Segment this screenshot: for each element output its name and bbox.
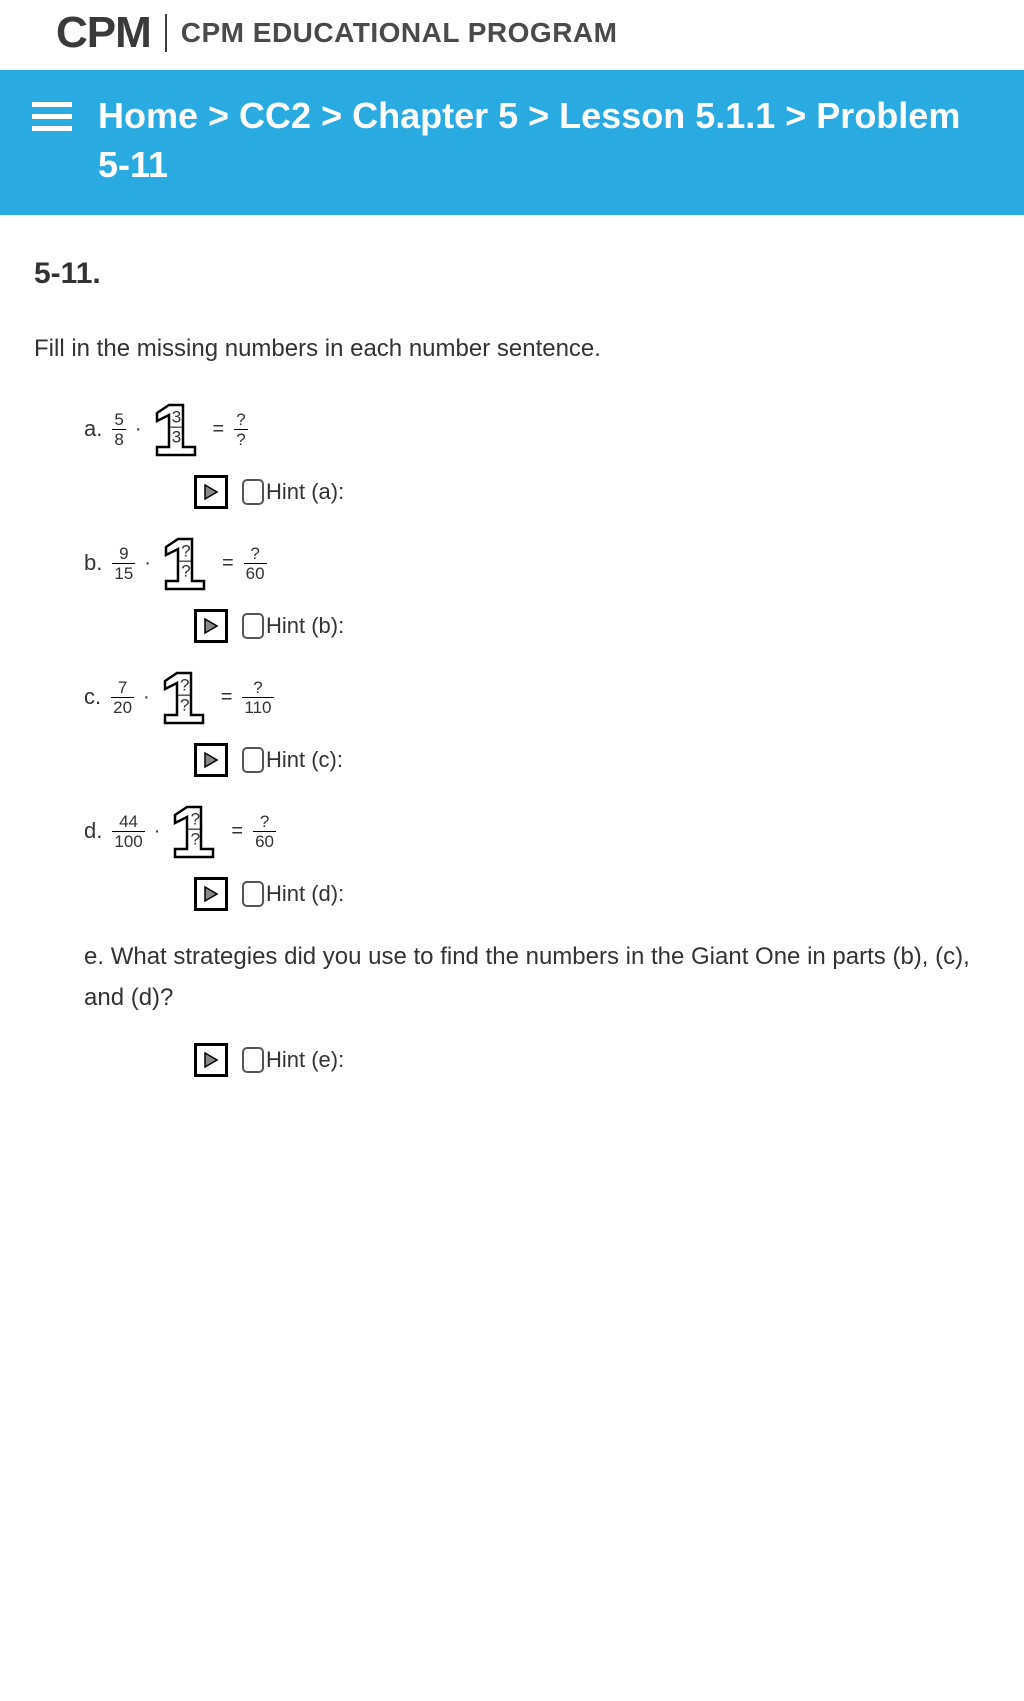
- hint-row-e: Hint (e):: [84, 1043, 990, 1077]
- giant-one-a: 3 3: [151, 401, 203, 457]
- part-c-equation: c. 7 20 · ? ? = ? 110: [84, 669, 990, 725]
- part-d-right-fraction: ? 60: [253, 813, 276, 850]
- part-a-label: a.: [84, 416, 102, 442]
- parts-list: a. 5 8 · 3 3 = ? ?: [34, 401, 990, 1077]
- instruction-text: Fill in the missing numbers in each numb…: [34, 335, 990, 363]
- giant-one-b: ? ?: [160, 535, 212, 591]
- giant-one-a-fraction: 3 3: [170, 409, 183, 446]
- part-c-right-fraction: ? 110: [242, 679, 273, 716]
- menu-icon[interactable]: [32, 102, 72, 131]
- giant-one-d-fraction: ? ?: [189, 811, 202, 848]
- equals-sign: =: [209, 418, 229, 441]
- giant-one-b-fraction: ? ?: [179, 543, 192, 580]
- part-d-label: d.: [84, 818, 102, 844]
- hint-row-d: Hint (d):: [84, 877, 990, 911]
- giant-one-c: ? ?: [159, 669, 211, 725]
- part-b-left-fraction: 9 15: [112, 545, 135, 582]
- part-e-text: e. What strategies did you use to find t…: [84, 937, 990, 1019]
- expand-hint-e-button[interactable]: [194, 1043, 228, 1077]
- part-c-label: c.: [84, 684, 101, 710]
- hint-e-checkbox[interactable]: Hint (e):: [242, 1047, 344, 1073]
- logo-divider: [165, 14, 167, 52]
- equals-sign: =: [227, 820, 247, 843]
- hint-d-checkbox[interactable]: Hint (d):: [242, 881, 344, 907]
- multiply-dot: ·: [151, 820, 164, 843]
- part-e-label: e.: [84, 943, 104, 970]
- hint-row-b: Hint (b):: [84, 609, 990, 643]
- part-c: c. 7 20 · ? ? = ? 110: [84, 669, 990, 777]
- problem-number: 5-11.: [34, 257, 990, 291]
- logo-bar: CPM CPM EDUCATIONAL PROGRAM: [0, 0, 1024, 70]
- equals-sign: =: [217, 686, 237, 709]
- part-b-label: b.: [84, 550, 102, 576]
- part-a-left-fraction: 5 8: [112, 411, 125, 448]
- multiply-dot: ·: [140, 686, 153, 709]
- breadcrumb[interactable]: Home > CC2 > Chapter 5 > Lesson 5.1.1 > …: [98, 92, 992, 189]
- problem-content: 5-11. Fill in the missing numbers in eac…: [0, 215, 1024, 1077]
- expand-hint-c-button[interactable]: [194, 743, 228, 777]
- equals-sign: =: [218, 552, 238, 575]
- hint-row-a: Hint (a):: [84, 475, 990, 509]
- hint-a-checkbox[interactable]: Hint (a):: [242, 479, 344, 505]
- part-d-equation: d. 44 100 · ? ? = ? 60: [84, 803, 990, 859]
- part-e: e. What strategies did you use to find t…: [84, 937, 990, 1077]
- nav-header: Home > CC2 > Chapter 5 > Lesson 5.1.1 > …: [0, 70, 1024, 215]
- part-a: a. 5 8 · 3 3 = ? ?: [84, 401, 990, 509]
- expand-hint-a-button[interactable]: [194, 475, 228, 509]
- part-d: d. 44 100 · ? ? = ? 60: [84, 803, 990, 911]
- part-a-right-fraction: ? ?: [234, 411, 247, 448]
- logo-subtitle: CPM EDUCATIONAL PROGRAM: [181, 17, 618, 49]
- part-a-equation: a. 5 8 · 3 3 = ? ?: [84, 401, 990, 457]
- part-b-right-fraction: ? 60: [244, 545, 267, 582]
- multiply-dot: ·: [141, 552, 154, 575]
- part-c-left-fraction: 7 20: [111, 679, 134, 716]
- expand-hint-b-button[interactable]: [194, 609, 228, 643]
- logo-mark: CPM: [56, 8, 151, 58]
- multiply-dot: ·: [132, 418, 145, 441]
- part-d-left-fraction: 44 100: [112, 813, 144, 850]
- part-b: b. 9 15 · ? ? = ? 60: [84, 535, 990, 643]
- giant-one-d: ? ?: [169, 803, 221, 859]
- expand-hint-d-button[interactable]: [194, 877, 228, 911]
- part-b-equation: b. 9 15 · ? ? = ? 60: [84, 535, 990, 591]
- giant-one-c-fraction: ? ?: [178, 677, 191, 714]
- hint-c-checkbox[interactable]: Hint (c):: [242, 747, 343, 773]
- hint-row-c: Hint (c):: [84, 743, 990, 777]
- hint-b-checkbox[interactable]: Hint (b):: [242, 613, 344, 639]
